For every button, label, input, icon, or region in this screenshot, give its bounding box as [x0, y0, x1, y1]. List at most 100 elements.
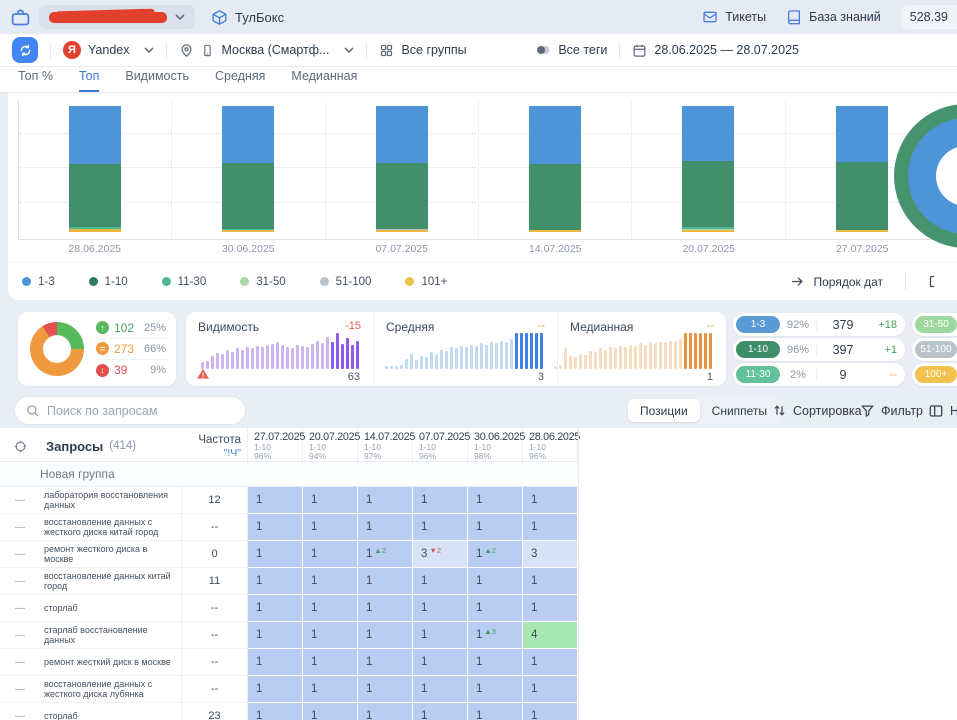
- date-column-header[interactable]: 07.07.2025 1-10 96%: [413, 428, 470, 464]
- table-row[interactable]: — ремонт жесткий диск в москве -- 1 1 1 1 1 1: [0, 649, 578, 676]
- position-cell[interactable]: 1: [248, 541, 303, 568]
- queries-column-header[interactable]: Запросы (414): [46, 438, 137, 454]
- position-cell[interactable]: 1: [523, 649, 578, 676]
- position-cell[interactable]: 1: [468, 568, 523, 595]
- query-cell[interactable]: восстановление данных с жесткого диска к…: [40, 514, 182, 540]
- position-cell[interactable]: 1: [303, 595, 358, 622]
- position-cell[interactable]: 1: [303, 649, 358, 676]
- query-cell[interactable]: ремонт жесткий диск в москве: [40, 649, 182, 675]
- position-cell[interactable]: 3 ▼2: [413, 541, 468, 568]
- chart-column[interactable]: [786, 101, 939, 239]
- row-drag-handle[interactable]: —: [15, 683, 25, 695]
- chart-column[interactable]: [479, 101, 633, 239]
- position-cell[interactable]: 1: [523, 703, 578, 720]
- table-row[interactable]: — ремонт жесткого диска в москве 0 1 1 1 ▲2 3 ▼2…: [0, 541, 578, 568]
- median-section[interactable]: Медианная -- 1: [554, 312, 726, 386]
- toolbox-menu[interactable]: ТулБокс: [211, 9, 284, 26]
- position-cell[interactable]: 1: [523, 676, 578, 703]
- legend-item-11-30[interactable]: 11-30: [161, 276, 206, 288]
- query-cell[interactable]: лаборатория восстановления данных: [40, 487, 182, 513]
- tab-медианная[interactable]: Медианная: [291, 69, 358, 83]
- position-cell[interactable]: 1: [358, 622, 413, 649]
- position-cell[interactable]: 1: [358, 676, 413, 703]
- row-drag-handle[interactable]: —: [15, 521, 25, 533]
- tab-топ-[interactable]: Топ %: [18, 69, 53, 83]
- filter-button[interactable]: Фильтр: [860, 397, 923, 424]
- position-cell[interactable]: 1: [303, 487, 358, 514]
- position-cell[interactable]: 1: [358, 568, 413, 595]
- row-drag-handle[interactable]: —: [15, 602, 25, 614]
- chart-column[interactable]: [632, 101, 786, 239]
- position-cell[interactable]: 1: [468, 514, 523, 541]
- position-cell[interactable]: 1: [413, 622, 468, 649]
- tab-топ[interactable]: Топ: [78, 69, 100, 92]
- top-badge-1-10[interactable]: 1-10 96% 397 +1: [733, 338, 905, 361]
- position-cell[interactable]: 1: [248, 568, 303, 595]
- position-cell[interactable]: 1: [303, 514, 358, 541]
- query-cell[interactable]: сторлаб: [40, 703, 182, 720]
- position-cell[interactable]: 1 ▲3: [468, 622, 523, 649]
- query-cell[interactable]: ремонт жесткого диска в москве: [40, 541, 182, 567]
- legend-item-1-10[interactable]: 1-10: [88, 276, 128, 288]
- date-range-selector[interactable]: 28.06.2025 — 28.07.2025: [632, 43, 799, 58]
- row-drag-handle[interactable]: —: [15, 656, 25, 668]
- row-drag-handle[interactable]: —: [15, 494, 25, 506]
- visibility-section[interactable]: Видимость -15 63: [186, 312, 374, 386]
- crosshair-icon[interactable]: [0, 428, 40, 464]
- snippets-tab[interactable]: Сниппеты: [711, 403, 768, 418]
- legend-item-1-3[interactable]: 1-3: [22, 276, 55, 288]
- position-cell[interactable]: 1: [303, 676, 358, 703]
- tickets-button[interactable]: Тикеты: [702, 9, 766, 25]
- date-column-header[interactable]: 27.07.2025 1-10 96%: [248, 428, 305, 464]
- top-badge-1-3[interactable]: 1-3 92% 379 +18: [733, 313, 905, 336]
- position-cell[interactable]: 1: [248, 676, 303, 703]
- row-drag-handle[interactable]: —: [15, 629, 25, 641]
- position-cell[interactable]: 1: [303, 541, 358, 568]
- average-section[interactable]: Средняя -- 3: [374, 312, 558, 386]
- date-column-header[interactable]: 14.07.2025 1-10 97%: [358, 428, 415, 464]
- position-cell[interactable]: 1: [358, 514, 413, 541]
- position-cell[interactable]: 1: [468, 649, 523, 676]
- tab-видимость[interactable]: Видимость: [125, 69, 189, 83]
- top-badge-51-100[interactable]: 51-1000: [912, 338, 957, 361]
- legend-item-101+[interactable]: 101+: [405, 276, 447, 288]
- table-row[interactable]: — восстановление данных с жесткого диска …: [0, 676, 578, 703]
- legend-item-31-50[interactable]: 31-50: [240, 276, 286, 288]
- query-search[interactable]: [14, 396, 246, 425]
- refresh-button[interactable]: [12, 37, 38, 63]
- position-cell[interactable]: 1: [358, 487, 413, 514]
- chart-column[interactable]: [19, 101, 173, 239]
- date-column-header[interactable]: 28.06.2025 1-10 96%: [523, 428, 580, 464]
- position-cell[interactable]: 1: [358, 649, 413, 676]
- query-cell[interactable]: старлаб восстановление данных: [40, 622, 182, 648]
- position-cell[interactable]: 1: [303, 622, 358, 649]
- row-drag-handle[interactable]: —: [15, 548, 25, 560]
- position-cell[interactable]: 1: [248, 595, 303, 622]
- table-row[interactable]: — старлаб восстановление данных -- 1 1 1 1 1 ▲3 4: [0, 622, 578, 649]
- top-badge-100+[interactable]: 100+1: [912, 363, 957, 386]
- position-cell[interactable]: 1: [413, 568, 468, 595]
- position-cell[interactable]: 1: [523, 514, 578, 541]
- legend-item-51-100[interactable]: 51-100: [319, 276, 371, 288]
- expand-icon[interactable]: [928, 274, 943, 289]
- top-badge-31-50[interactable]: 31-500.4: [912, 313, 957, 336]
- region-selector[interactable]: Москва (Смартф...: [179, 43, 355, 58]
- positions-tab[interactable]: Позиции: [628, 399, 700, 422]
- position-cell[interactable]: 1: [523, 595, 578, 622]
- position-cell[interactable]: 1: [248, 487, 303, 514]
- position-cell[interactable]: 1: [523, 487, 578, 514]
- position-cell[interactable]: 3: [523, 541, 578, 568]
- chart-column[interactable]: [326, 101, 479, 239]
- position-cell[interactable]: 1: [413, 595, 468, 622]
- position-cell[interactable]: 1: [468, 487, 523, 514]
- position-cell[interactable]: 1: [413, 514, 468, 541]
- position-cell[interactable]: 1: [248, 622, 303, 649]
- row-drag-handle[interactable]: —: [15, 710, 25, 720]
- position-cell[interactable]: 1: [413, 487, 468, 514]
- chart-column[interactable]: [172, 101, 326, 239]
- query-cell[interactable]: восстановление данных китай город: [40, 568, 182, 594]
- table-row[interactable]: — сторлаб 23 1 1 1 1 1 1: [0, 703, 578, 720]
- position-cell[interactable]: 1: [523, 568, 578, 595]
- table-row[interactable]: — восстановление данных китай город 11 1 1 1 1…: [0, 568, 578, 595]
- stacked-bar-chart[interactable]: [18, 101, 939, 240]
